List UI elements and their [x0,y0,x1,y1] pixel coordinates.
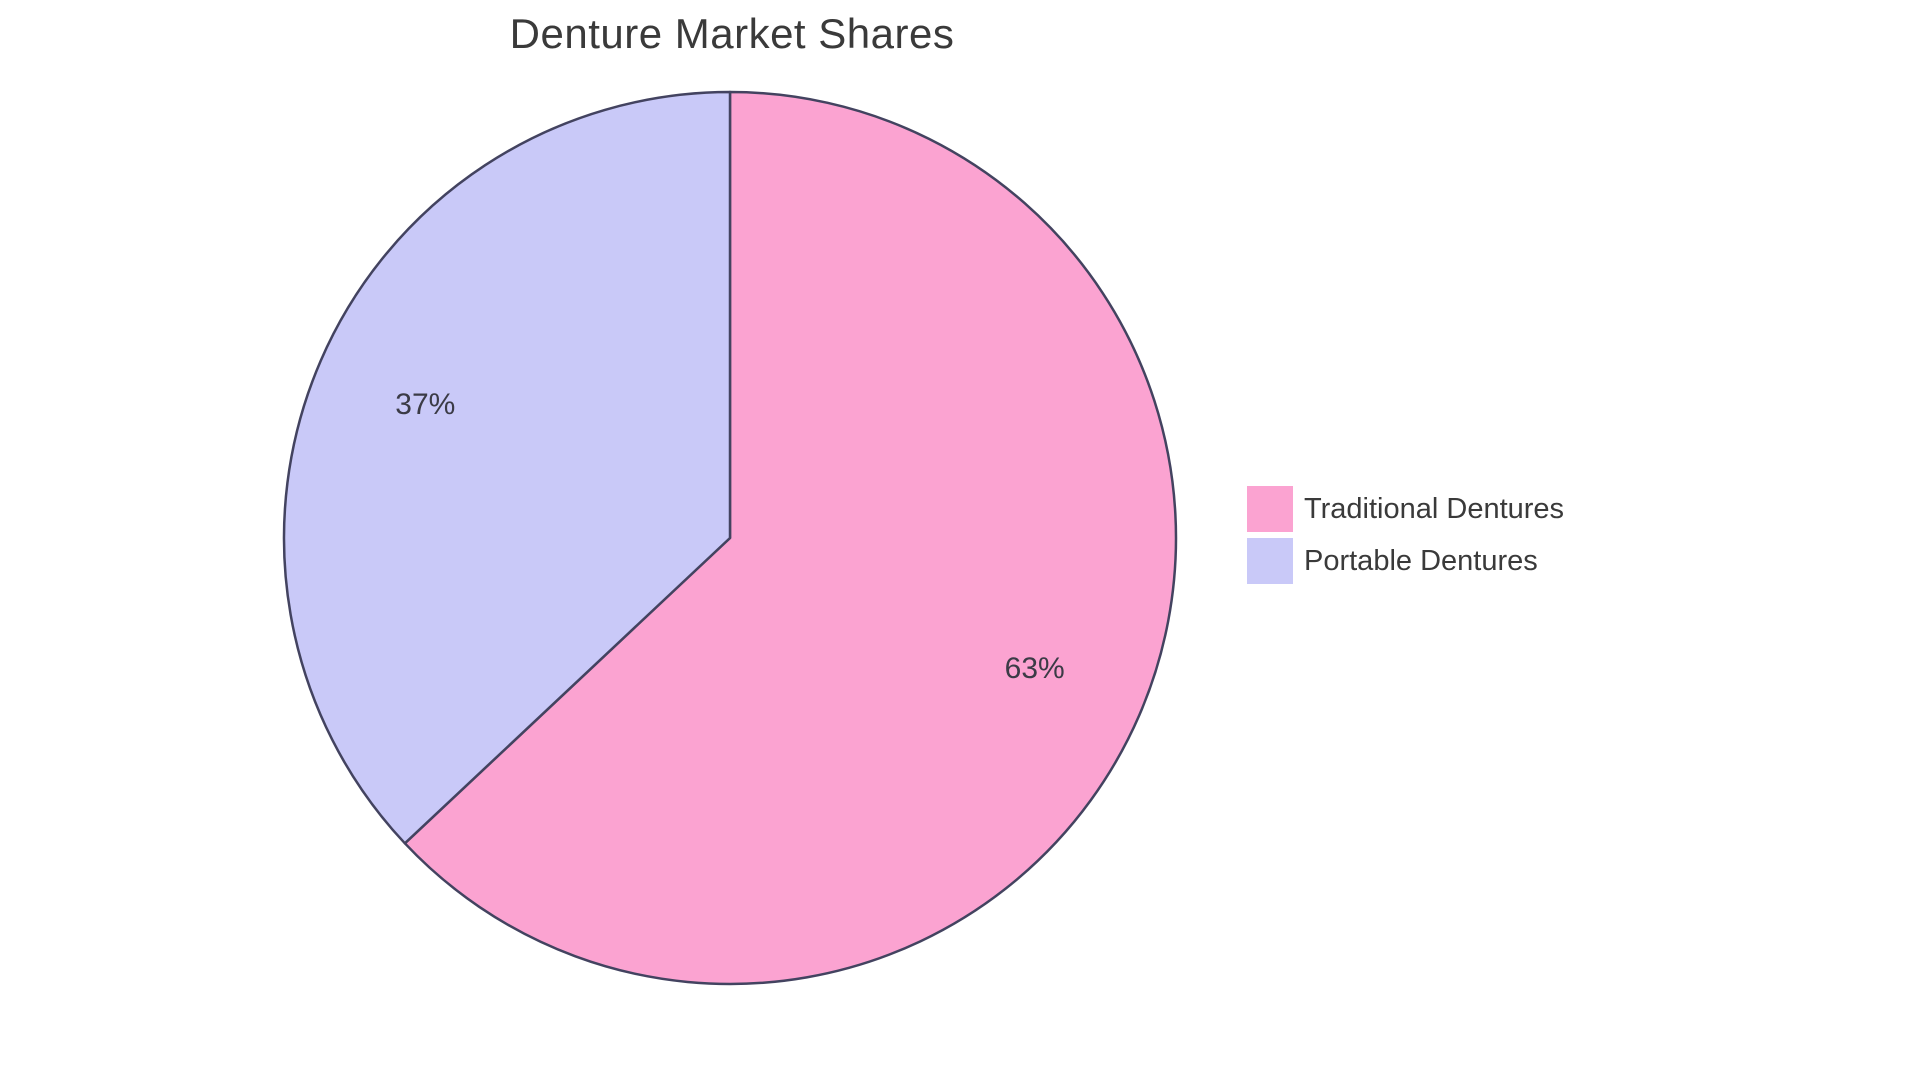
legend: Traditional Dentures Portable Dentures [1247,486,1564,584]
slice-percent-label-traditional-dentures: 63% [1005,652,1065,685]
chart-title: Denture Market Shares [509,10,955,57]
pie-slice-traditional-dentures[interactable] [403,90,1178,986]
legend-swatch-traditional-dentures-icon [1247,486,1293,532]
legend-item-portable-dentures[interactable]: Portable Dentures [1247,538,1564,584]
legend-swatch-portable-dentures-icon [1247,538,1293,584]
legend-item-traditional-dentures[interactable]: Traditional Dentures [1247,486,1564,532]
pie-slice-portable-dentures[interactable] [282,90,732,845]
slice-percent-label-portable-dentures: 37% [395,388,455,421]
legend-label-portable-dentures: Portable Dentures [1304,544,1538,577]
legend-label-traditional-dentures: Traditional Dentures [1304,492,1565,525]
